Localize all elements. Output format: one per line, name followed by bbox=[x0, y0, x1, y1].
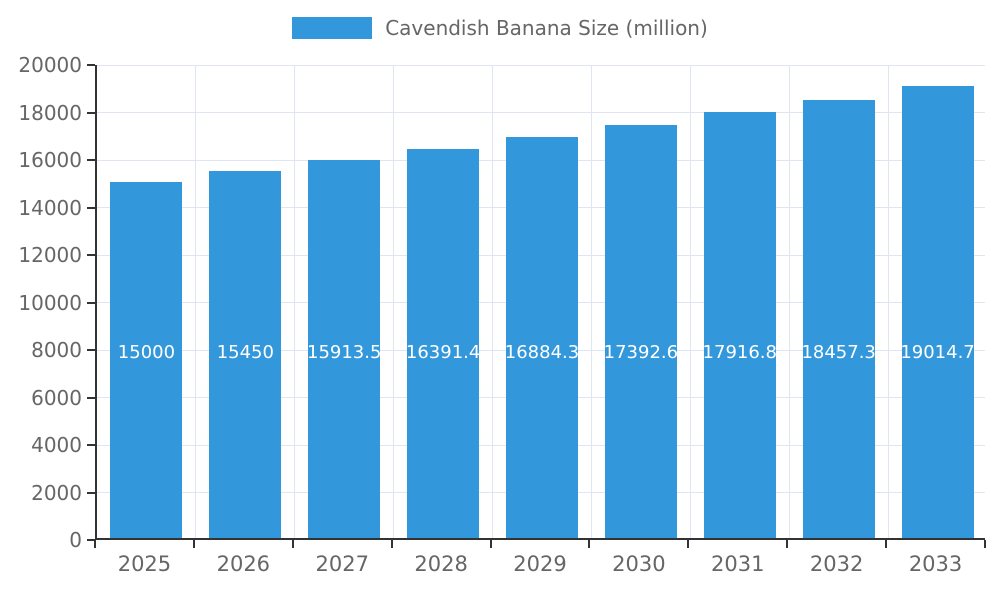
x-gridline bbox=[788, 65, 790, 538]
y-gridline bbox=[97, 65, 985, 66]
bar bbox=[703, 112, 776, 538]
bar bbox=[901, 86, 974, 538]
bar-value-label: 16884.3 bbox=[504, 342, 580, 363]
bar bbox=[407, 148, 480, 538]
x-tick-label: 2025 bbox=[117, 552, 172, 576]
x-tick-label: 2030 bbox=[612, 552, 666, 576]
y-tick-mark bbox=[87, 444, 95, 446]
y-tick-mark bbox=[87, 396, 95, 399]
y-tick-mark bbox=[87, 539, 95, 541]
y-tick-label: 4000 bbox=[31, 433, 82, 457]
bar bbox=[110, 181, 183, 538]
x-gridline bbox=[195, 65, 197, 538]
y-tick-label: 14000 bbox=[18, 195, 82, 220]
y-tick-label: 18000 bbox=[18, 100, 82, 125]
y-tick-label: 16000 bbox=[18, 148, 82, 172]
x-gridline bbox=[689, 65, 691, 538]
legend-swatch-icon bbox=[292, 17, 373, 39]
x-tick-label: 2028 bbox=[414, 552, 468, 576]
y-tick-mark bbox=[87, 159, 95, 161]
bar bbox=[308, 160, 381, 538]
legend: Cavendish Banana Size (million) bbox=[0, 16, 1000, 40]
x-gridline bbox=[393, 65, 395, 538]
x-tick-mark bbox=[885, 540, 888, 548]
x-gridline bbox=[294, 65, 296, 538]
x-tick-label: 2026 bbox=[216, 552, 271, 576]
y-tick-mark bbox=[87, 491, 95, 494]
y-gridline bbox=[97, 112, 985, 113]
x-gridline bbox=[887, 65, 889, 538]
x-tick-label: 2029 bbox=[513, 552, 567, 576]
x-tick-mark bbox=[588, 540, 591, 548]
x-tick-mark bbox=[94, 540, 96, 548]
bar-value-label: 15913.5 bbox=[307, 342, 382, 363]
legend-label: Cavendish Banana Size (million) bbox=[385, 16, 708, 40]
y-tick-mark bbox=[87, 111, 95, 114]
y-tick-mark bbox=[87, 349, 95, 351]
y-tick-label: 2000 bbox=[31, 480, 82, 505]
x-tick-mark bbox=[390, 540, 393, 548]
y-tick-mark bbox=[87, 301, 95, 304]
y-tick-mark bbox=[87, 206, 95, 209]
bar-value-label: 16391.4 bbox=[405, 342, 481, 363]
x-gridline bbox=[590, 65, 592, 538]
bar bbox=[802, 99, 875, 538]
y-tick-label: 20000 bbox=[18, 53, 82, 77]
x-tick-label: 2031 bbox=[711, 552, 765, 576]
x-tick-mark bbox=[192, 540, 195, 548]
bar-value-label: 17392.6 bbox=[603, 342, 679, 363]
bar-value-label: 18457.3 bbox=[801, 342, 876, 363]
bar bbox=[506, 137, 578, 538]
y-tick-label: 10000 bbox=[18, 290, 82, 315]
legend-item[interactable]: Cavendish Banana Size (million) bbox=[292, 16, 708, 40]
y-tick-label: 12000 bbox=[18, 243, 82, 267]
x-tick-mark bbox=[687, 540, 690, 548]
y-tick-mark bbox=[87, 64, 95, 66]
x-tick-label: 2032 bbox=[809, 552, 864, 576]
bar-value-label: 15450 bbox=[216, 342, 274, 363]
x-tick-mark bbox=[984, 540, 986, 548]
y-tick-label: 8000 bbox=[31, 338, 82, 362]
bar-value-label: 17916.8 bbox=[702, 342, 777, 363]
y-tick-mark bbox=[87, 254, 95, 256]
x-tick-mark bbox=[291, 540, 294, 548]
bar bbox=[209, 171, 282, 538]
bar-value-label: 15000 bbox=[117, 342, 176, 363]
x-tick-mark bbox=[786, 540, 789, 548]
x-tick-mark bbox=[489, 540, 492, 548]
y-tick-label: 6000 bbox=[31, 385, 82, 410]
bar bbox=[604, 124, 677, 538]
x-gridline bbox=[492, 65, 494, 538]
x-tick-label: 2027 bbox=[315, 552, 369, 576]
y-tick-label: 0 bbox=[69, 528, 82, 552]
x-tick-label: 2033 bbox=[908, 552, 963, 576]
plot-area: 15000 15450 15913.5 16391.4 16884.3 17392.6 17… bbox=[95, 65, 985, 540]
bar-value-label: 19014.7 bbox=[900, 342, 975, 363]
